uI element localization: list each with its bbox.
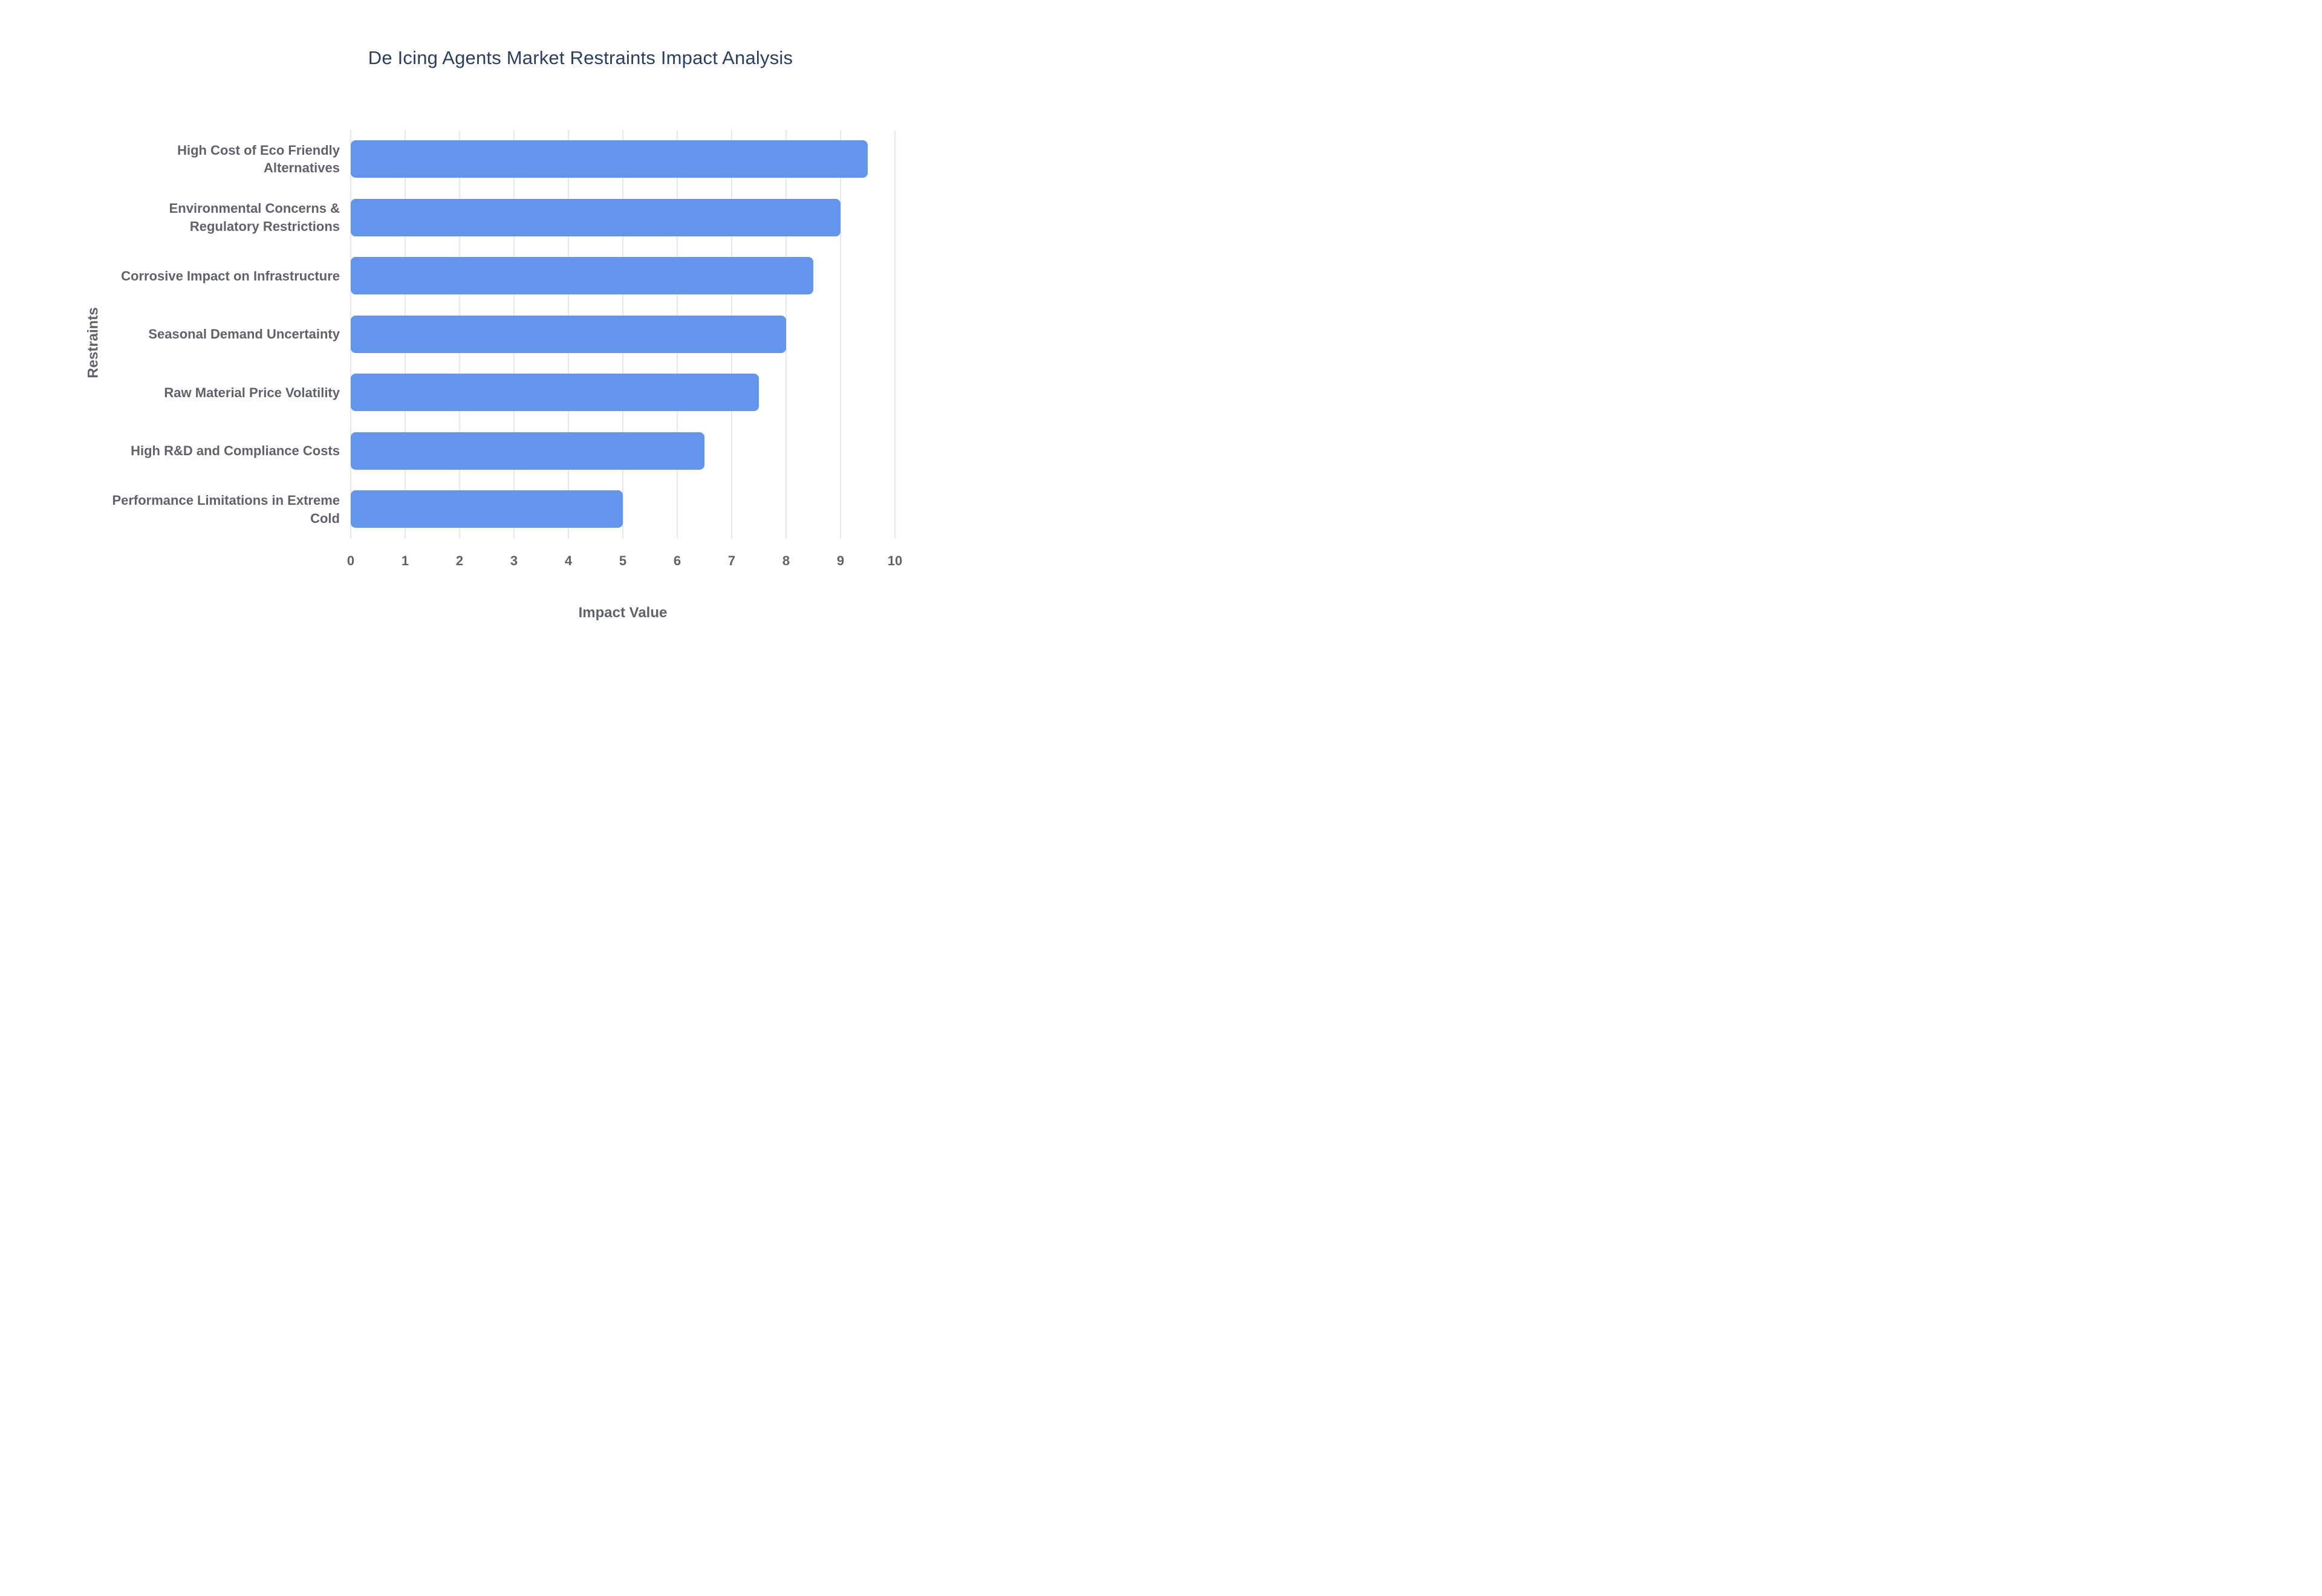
- bar-row: [351, 305, 895, 364]
- label-row: Corrosive Impact on Infrastructure: [91, 247, 340, 305]
- gridline-x-9: [840, 130, 841, 539]
- bar-row: [351, 422, 895, 481]
- bar: [351, 432, 704, 470]
- x-tick-label: 7: [727, 553, 736, 568]
- bar-row: [351, 363, 895, 422]
- x-tick-label: 0: [346, 553, 355, 568]
- x-tick-label: 2: [455, 553, 464, 568]
- label-row: Environmental Concerns & Regulatory Rest…: [91, 189, 340, 247]
- category-label: Raw Material Price Volatility: [164, 384, 340, 400]
- label-row: Seasonal Demand Uncertainty: [91, 305, 340, 364]
- category-label: Seasonal Demand Uncertainty: [148, 326, 340, 342]
- y-axis-category-labels: High Cost of Eco Friendly Alternatives En…: [91, 130, 340, 539]
- bar: [351, 490, 623, 528]
- bar-chart-figure: De Icing Agents Market Restraints Impact…: [0, 0, 1161, 798]
- category-label: Corrosive Impact on Infrastructure: [121, 268, 340, 284]
- label-row: High R&D and Compliance Costs: [91, 422, 340, 481]
- x-tick-label: 6: [673, 553, 681, 568]
- label-row: Performance Limitations in Extreme Cold: [91, 480, 340, 539]
- x-tick-label: 8: [782, 553, 790, 568]
- x-tick-label: 4: [564, 553, 573, 568]
- category-label: High Cost of Eco Friendly Alternatives: [177, 142, 340, 176]
- x-tick-label: 1: [401, 553, 409, 568]
- bar: [351, 315, 786, 353]
- plot-area: [350, 130, 896, 539]
- bar: [351, 374, 759, 412]
- bar-row: [351, 247, 895, 305]
- bar: [351, 257, 813, 295]
- label-row: High Cost of Eco Friendly Alternatives: [91, 130, 340, 189]
- gridline-x-10: [894, 130, 896, 539]
- bar: [351, 198, 841, 236]
- bar-row: [351, 130, 895, 189]
- x-axis-title: Impact Value: [578, 605, 668, 621]
- x-tick-label: 10: [887, 553, 903, 568]
- gridline-x-8: [785, 130, 787, 539]
- category-label: Environmental Concerns & Regulatory Rest…: [169, 201, 340, 234]
- category-label: High R&D and Compliance Costs: [131, 443, 340, 459]
- x-tick-label: 3: [510, 553, 518, 568]
- chart-title: De Icing Agents Market Restraints Impact…: [368, 47, 793, 68]
- bar: [351, 140, 868, 178]
- bar-row: [351, 480, 895, 539]
- x-tick-label: 5: [619, 553, 627, 568]
- bar-row: [351, 189, 895, 247]
- label-row: Raw Material Price Volatility: [91, 363, 340, 422]
- x-tick-label: 9: [836, 553, 845, 568]
- x-axis-tick-labels: 0 1 2 3 4 5 6 7 8 9 10: [347, 553, 902, 571]
- category-label: Performance Limitations in Extreme Cold: [112, 493, 340, 526]
